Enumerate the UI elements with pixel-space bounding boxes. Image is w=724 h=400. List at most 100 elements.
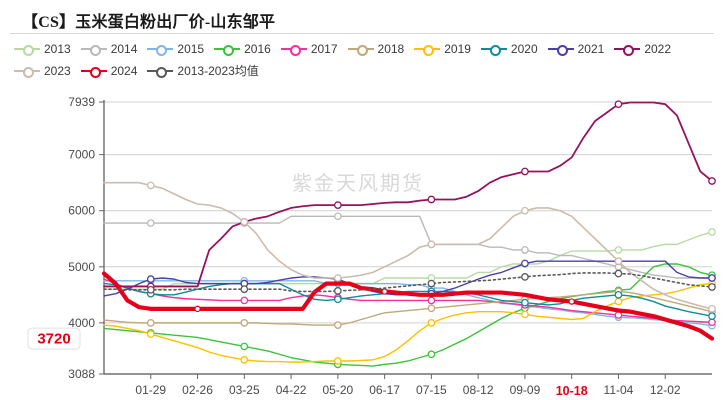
legend-item-2018[interactable]: 2018 — [347, 42, 404, 56]
legend-item-2016[interactable]: 2016 — [214, 42, 271, 56]
series-marker — [333, 212, 342, 221]
series-marker — [240, 218, 249, 226]
series-line-2024 — [101, 271, 715, 341]
legend-item-label: 2016 — [244, 42, 271, 56]
series-marker — [708, 312, 716, 320]
legend-row: 2013 2014 2015 2016 2017 2018 2019 2020 2021 2022 — [14, 38, 720, 60]
x-axis-tick-label: 11-04 — [604, 383, 634, 397]
series-marker — [333, 357, 342, 365]
series-marker — [333, 287, 342, 295]
x-axis-tick-label: 07-15 — [416, 383, 447, 397]
legend-marker-icon — [80, 64, 107, 78]
legend-item-2023[interactable]: 2023 — [14, 64, 71, 78]
x-axis-tick-label: 06-17 — [369, 383, 400, 397]
series-marker — [146, 219, 155, 227]
series-line-2017 — [103, 278, 713, 324]
x-axis-tick-label: 03-25 — [229, 383, 260, 397]
legend-marker-icon — [614, 42, 641, 56]
legend-item-2017[interactable]: 2017 — [280, 42, 338, 56]
chart-plot-area: 3088 4000 5000 6000 7000 7939 紫金天风期货 01-29 02-26… — [0, 90, 724, 400]
legend-item-2021[interactable]: 2021 — [547, 42, 605, 56]
series-marker — [333, 321, 342, 329]
legend-item-2013[interactable]: 2013 — [14, 42, 71, 56]
page-title: 【CS】玉米蛋白粉出厂价-山东邹平 — [22, 14, 276, 31]
series-marker — [146, 181, 155, 190]
legend-marker-icon — [347, 42, 374, 56]
legend-marker-icon — [80, 42, 107, 56]
legend-item-label: 2024 — [110, 64, 138, 78]
series-marker — [427, 350, 436, 359]
series-marker — [427, 195, 436, 204]
series-marker — [381, 288, 388, 295]
series-marker — [521, 206, 529, 215]
legend-marker-icon — [147, 64, 174, 78]
chart-legend: 2013 2014 2015 2016 2017 2018 2019 2020 2021 2022… — [14, 38, 720, 82]
legend-item-2013-2023均值[interactable]: 2013-2023均值 — [147, 64, 259, 78]
legend-marker-icon — [14, 64, 40, 78]
series-marker — [240, 285, 249, 294]
series-marker — [240, 342, 249, 351]
series-marker — [146, 285, 155, 294]
legend-item-label: 2017 — [310, 42, 338, 56]
legend-item-label: 2021 — [577, 42, 605, 56]
series-marker — [521, 259, 529, 268]
series-line-2015 — [103, 280, 713, 327]
series-marker — [146, 275, 155, 283]
legend-marker-icon — [214, 42, 241, 56]
series-marker — [614, 297, 623, 306]
y-axis-tick-label: 5000 — [68, 260, 95, 274]
legend-item-label: 2020 — [510, 42, 538, 56]
legend-item-2022[interactable]: 2022 — [614, 42, 671, 56]
series-marker — [708, 274, 716, 282]
legend-item-2019[interactable]: 2019 — [414, 42, 471, 56]
series-marker — [427, 319, 436, 327]
y-axis-tick-label: 4000 — [68, 316, 95, 330]
legend-marker-icon — [280, 42, 307, 56]
legend-item-2024[interactable]: 2024 — [80, 64, 138, 78]
legend-marker-icon — [480, 42, 507, 56]
series-marker — [521, 298, 529, 307]
series-line-2016 — [103, 263, 713, 367]
series-marker — [194, 305, 201, 313]
x-axis-tick-label: 09-09 — [510, 383, 541, 397]
legend-item-label: 2013-2023均值 — [177, 64, 259, 78]
series-marker — [240, 356, 249, 364]
legend-item-2015[interactable]: 2015 — [147, 42, 204, 56]
series-marker — [240, 296, 249, 305]
series-line-2023 — [103, 181, 713, 310]
legend-marker-icon — [414, 42, 441, 56]
last-value-badge-bg — [27, 327, 81, 350]
legend-item-label: 2019 — [444, 42, 471, 56]
series-marker — [614, 246, 623, 254]
series-marker — [333, 274, 342, 282]
series-marker — [427, 240, 436, 249]
series-marker — [521, 310, 529, 319]
series-marker — [614, 269, 623, 278]
x-highlight-label-bg — [547, 382, 596, 398]
series-line-2013-2023均值 — [103, 272, 713, 293]
legend-item-2014[interactable]: 2014 — [80, 42, 137, 56]
y-axis-tick-label: 7939 — [68, 95, 95, 109]
series-line-2019 — [103, 282, 713, 363]
series-marker — [708, 228, 716, 236]
watermark-text: 紫金天风期货 — [292, 172, 424, 195]
series-marker — [708, 177, 716, 185]
legend-marker-icon — [147, 42, 174, 56]
series-marker — [333, 201, 342, 209]
legend-row: 2023 2024 2013-2023均值 — [14, 60, 720, 82]
x-axis-tick-label: 04-22 — [276, 383, 307, 397]
x-axis-highlight-label: 10-18 — [556, 384, 588, 398]
y-axis-tick-label: 6000 — [68, 204, 95, 218]
legend-marker-icon — [547, 42, 574, 56]
y-axis-tick-label: 3088 — [68, 367, 95, 381]
title-divider — [10, 33, 714, 34]
series-marker — [614, 100, 623, 109]
series-marker — [146, 330, 155, 338]
legend-item-2020[interactable]: 2020 — [480, 42, 538, 56]
legend-item-label: 2015 — [177, 42, 205, 56]
series-marker — [240, 319, 249, 327]
legend-item-label: 2013 — [44, 42, 71, 56]
series-marker — [333, 295, 342, 304]
series-line-2018 — [103, 290, 713, 326]
legend-marker-icon — [14, 42, 40, 56]
